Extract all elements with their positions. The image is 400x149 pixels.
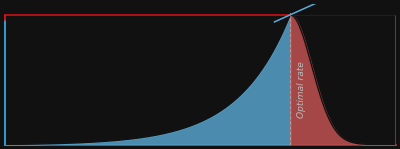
Text: Optimal rate: Optimal rate: [297, 62, 306, 118]
